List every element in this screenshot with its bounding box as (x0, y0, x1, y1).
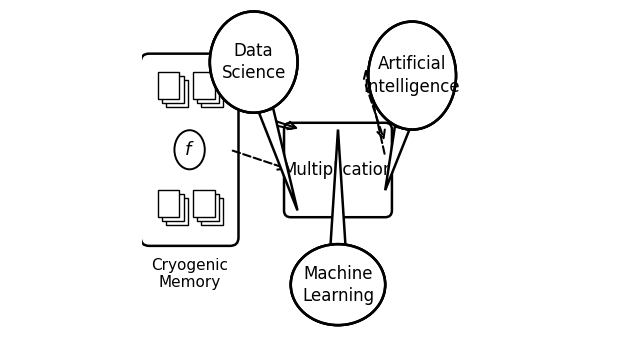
Text: Artificial
Intelligence: Artificial Intelligence (364, 55, 460, 96)
Polygon shape (385, 126, 409, 190)
Bar (162, 76, 183, 103)
Ellipse shape (210, 12, 297, 113)
Text: Data
Science: Data Science (221, 42, 286, 82)
Bar (197, 76, 219, 103)
Text: Cryogenic
Memory: Cryogenic Memory (151, 258, 228, 290)
Text: Multiplication: Multiplication (282, 161, 394, 179)
Ellipse shape (290, 244, 385, 325)
Bar (201, 80, 223, 107)
Ellipse shape (174, 130, 205, 169)
Polygon shape (259, 108, 297, 210)
Bar (157, 72, 180, 99)
Bar (193, 72, 215, 99)
Text: Machine
Learning: Machine Learning (302, 265, 374, 305)
Polygon shape (330, 130, 345, 244)
Ellipse shape (368, 22, 456, 130)
Bar (197, 194, 219, 221)
Bar (165, 80, 188, 107)
Text: $f$: $f$ (184, 141, 195, 159)
Bar (162, 194, 183, 221)
FancyBboxPatch shape (141, 54, 238, 246)
Ellipse shape (290, 244, 385, 325)
Bar (165, 198, 188, 225)
Bar (157, 190, 180, 217)
Bar (201, 198, 223, 225)
FancyBboxPatch shape (284, 123, 392, 217)
Bar (193, 190, 215, 217)
Ellipse shape (210, 12, 297, 113)
Ellipse shape (368, 22, 456, 130)
